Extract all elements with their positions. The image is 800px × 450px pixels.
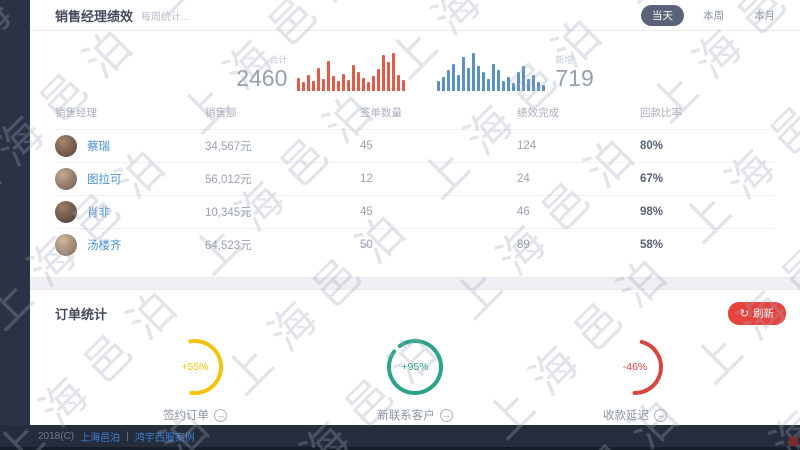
performance-done: 24 (517, 173, 530, 185)
gauge-link[interactable]: 签约订单 → (163, 407, 227, 423)
col-done: 绩效完成 (517, 107, 559, 119)
filter-week-button[interactable]: 本周 (692, 5, 735, 26)
site-link[interactable]: 上海邑泊 (80, 432, 121, 444)
table-header-row: 销售经理 销售额 签单数量 绩效完成 回款比率 (55, 97, 775, 129)
order-count: 45 (360, 206, 373, 218)
gauge-arc (387, 339, 443, 395)
gauge-arc (167, 339, 223, 395)
manager-name[interactable]: 图拉可 (87, 174, 122, 186)
sales-amount: 56,012元 (205, 174, 252, 186)
new-value: 719 (555, 64, 594, 91)
footer-bar: 2018(C) 上海邑泊 | 鸿宇西服案例 (0, 425, 800, 450)
refresh-icon: ↻ (739, 308, 749, 320)
new-bar-chart (437, 53, 546, 91)
sales-amount: 64,523元 (205, 240, 252, 252)
gauge-label-text: 收款延迟 (603, 410, 649, 422)
gauge-value: +55% (181, 361, 209, 373)
col-manager: 销售经理 (55, 107, 97, 119)
performance-done: 46 (517, 206, 530, 218)
ratio: 58% (640, 239, 664, 251)
order-count: 12 (360, 173, 373, 185)
new-summary: 新增 719 (437, 53, 594, 91)
filter-month-button[interactable]: 本月 (743, 5, 786, 26)
order-count: 45 (360, 140, 373, 152)
page-title: 销售经理绩效 (55, 8, 134, 24)
manager-name[interactable]: 肖非 (87, 207, 110, 219)
ratio: 67% (640, 173, 664, 185)
col-sales: 销售额 (205, 107, 237, 119)
total-summary: 合计 2460 (236, 53, 406, 91)
summary-charts: 合计 2460 新增 719 (30, 31, 800, 95)
arrow-circle-icon: → (439, 408, 453, 422)
table-row: 汤楼齐 64,523元 50 89 58% (55, 228, 775, 261)
gauge-value: -46% (622, 361, 648, 373)
total-label: 合计 (269, 54, 288, 65)
refresh-button[interactable]: ↻ 刷新 (727, 302, 786, 325)
gauge-link[interactable]: 新联系客户 → (377, 407, 453, 423)
manager-avatar (55, 168, 77, 190)
refresh-label: 刷新 (753, 308, 774, 320)
order-count: 50 (360, 239, 373, 251)
table-row: 图拉可 56,012元 12 24 67% (55, 162, 775, 195)
managers-table: 销售经理 销售额 签单数量 绩效完成 回款比率 蔡瑞 34,567元 45 12… (55, 97, 775, 261)
orders-header: 订单统计 ↻ 刷新 (30, 290, 800, 325)
gauge-link[interactable]: 收款延迟 → (603, 407, 667, 423)
performance-done: 124 (517, 140, 537, 152)
arrow-circle-icon: → (214, 408, 227, 422)
total-bar-chart (297, 53, 406, 91)
gauge-new-contacts: +95% 新联系客户 → (335, 335, 495, 423)
left-sidebar-strip (0, 0, 30, 450)
manager-avatar (55, 135, 77, 157)
col-orders: 签单数量 (360, 107, 402, 119)
sales-amount: 34,567元 (205, 141, 252, 153)
table-body: 蔡瑞 34,567元 45 124 80% 图拉可 56,012元 12 24 … (55, 129, 775, 261)
gauge-payment-delay: -46% 收款延迟 → (555, 335, 715, 423)
performance-header: 销售经理绩效 每周统计... 当天 本周 本月 (30, 0, 800, 31)
gauge-value: +95% (401, 361, 429, 373)
manager-name[interactable]: 蔡瑞 (87, 141, 110, 153)
table-row: 蔡瑞 34,567元 45 124 80% (55, 129, 775, 162)
gauge-label-text: 新联系客户 (377, 410, 435, 422)
col-ratio: 回款比率 (640, 107, 682, 119)
ratio: 80% (640, 140, 664, 152)
order-gauges: +55% 签约订单 → +95% 新联系客户 → (30, 325, 800, 423)
page-subtitle: 每周统计... (141, 11, 190, 23)
time-filter-group: 当天 本周 本月 (641, 4, 786, 26)
copyright-text: 2018(C) (38, 430, 75, 442)
gauge-signed-orders: +55% 签约订单 → (115, 335, 275, 423)
manager-avatar (55, 201, 77, 223)
filter-today-button[interactable]: 当天 (641, 4, 684, 26)
new-label: 新增 (555, 54, 574, 65)
gauge-arc (607, 339, 663, 395)
arrow-circle-icon: → (654, 408, 667, 422)
corner-badge (789, 437, 798, 446)
sales-amount: 10,345元 (205, 207, 252, 219)
footer-separator: | (126, 430, 129, 442)
section-divider (30, 277, 800, 290)
gauge-label-text: 签约订单 (163, 410, 209, 422)
table-row: 肖非 10,345元 45 46 98% (55, 195, 775, 228)
performance-done: 89 (517, 239, 530, 251)
total-value: 2460 (236, 64, 288, 91)
case-link[interactable]: 鸿宇西服案例 (134, 432, 195, 444)
main-content: 销售经理绩效 每周统计... 当天 本周 本月 合计 2460 新增 (30, 0, 800, 425)
orders-title: 订单统计 (55, 307, 108, 322)
manager-avatar (55, 234, 77, 256)
manager-name[interactable]: 汤楼齐 (87, 240, 122, 252)
ratio: 98% (640, 206, 664, 218)
